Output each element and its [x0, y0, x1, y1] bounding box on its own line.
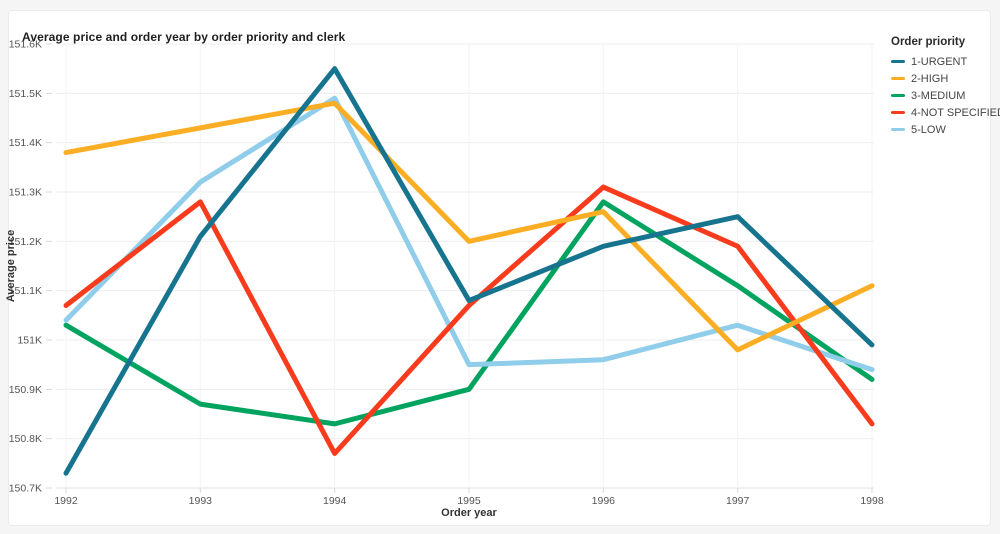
y-tick-label: 150.7K	[9, 483, 42, 495]
legend-item-4-not-specified[interactable]: 4-NOT SPECIFIED	[891, 104, 1000, 121]
chart-card: Average price and order year by order pr…	[8, 10, 991, 526]
series-line-4-not-specified[interactable]	[63, 184, 875, 456]
series-line-1-urgent[interactable]	[63, 66, 875, 476]
y-tick-label: 151.1K	[9, 285, 42, 297]
legend: Order priority 1-URGENT 2-HIGH 3-MEDIUM 4-N…	[891, 36, 1000, 138]
legend-items: 1-URGENT 2-HIGH 3-MEDIUM 4-NOT SPECIFIED 5-L…	[891, 53, 1000, 138]
y-tick-label: 151.3K	[9, 187, 42, 199]
series-line-3-medium[interactable]	[63, 199, 875, 427]
legend-title: Order priority	[891, 36, 966, 48]
legend-item-1-urgent[interactable]: 1-URGENT	[891, 53, 1000, 70]
series-line-2-high[interactable]	[63, 100, 875, 353]
legend-item-label: 3-MEDIUM	[911, 89, 966, 102]
x-tick-label: 1994	[323, 495, 347, 507]
legend-item-label: 4-NOT SPECIFIED	[911, 106, 1000, 119]
chart-title: Average price and order year by order pr…	[22, 30, 346, 44]
legend-line-swatch	[891, 60, 905, 63]
legend-item-label: 5-LOW	[911, 123, 946, 136]
legend-item-label: 2-HIGH	[911, 72, 949, 85]
legend-line-swatch	[891, 128, 905, 131]
x-tick-label: 1997	[726, 495, 750, 507]
x-tick-label: 1992	[54, 495, 78, 507]
y-tick-label: 151.2K	[9, 236, 42, 248]
y-tick-label: 150.9K	[9, 384, 42, 396]
y-tick-label: 151.6K	[9, 39, 42, 51]
y-tick-label: 150.8K	[9, 433, 42, 445]
y-axis-title: Average price	[5, 230, 17, 302]
x-tick-label: 1993	[189, 495, 213, 507]
y-tick-label: 151K	[17, 335, 42, 347]
y-tick-label: 151.4K	[9, 137, 42, 149]
series-line-5-low[interactable]	[63, 95, 875, 373]
x-tick-label: 1998	[860, 495, 884, 507]
x-tick-label: 1995	[457, 495, 481, 507]
legend-line-swatch	[891, 94, 905, 97]
legend-item-5-low[interactable]: 5-LOW	[891, 121, 1000, 138]
x-axis-title: Order year	[441, 507, 497, 519]
legend-item-label: 1-URGENT	[911, 55, 968, 68]
x-tick-label: 1996	[592, 495, 616, 507]
y-tick-label: 151.5K	[9, 88, 42, 100]
legend-line-swatch	[891, 77, 905, 80]
legend-item-2-high[interactable]: 2-HIGH	[891, 70, 1000, 87]
legend-line-swatch	[891, 111, 905, 114]
legend-item-3-medium[interactable]: 3-MEDIUM	[891, 87, 1000, 104]
